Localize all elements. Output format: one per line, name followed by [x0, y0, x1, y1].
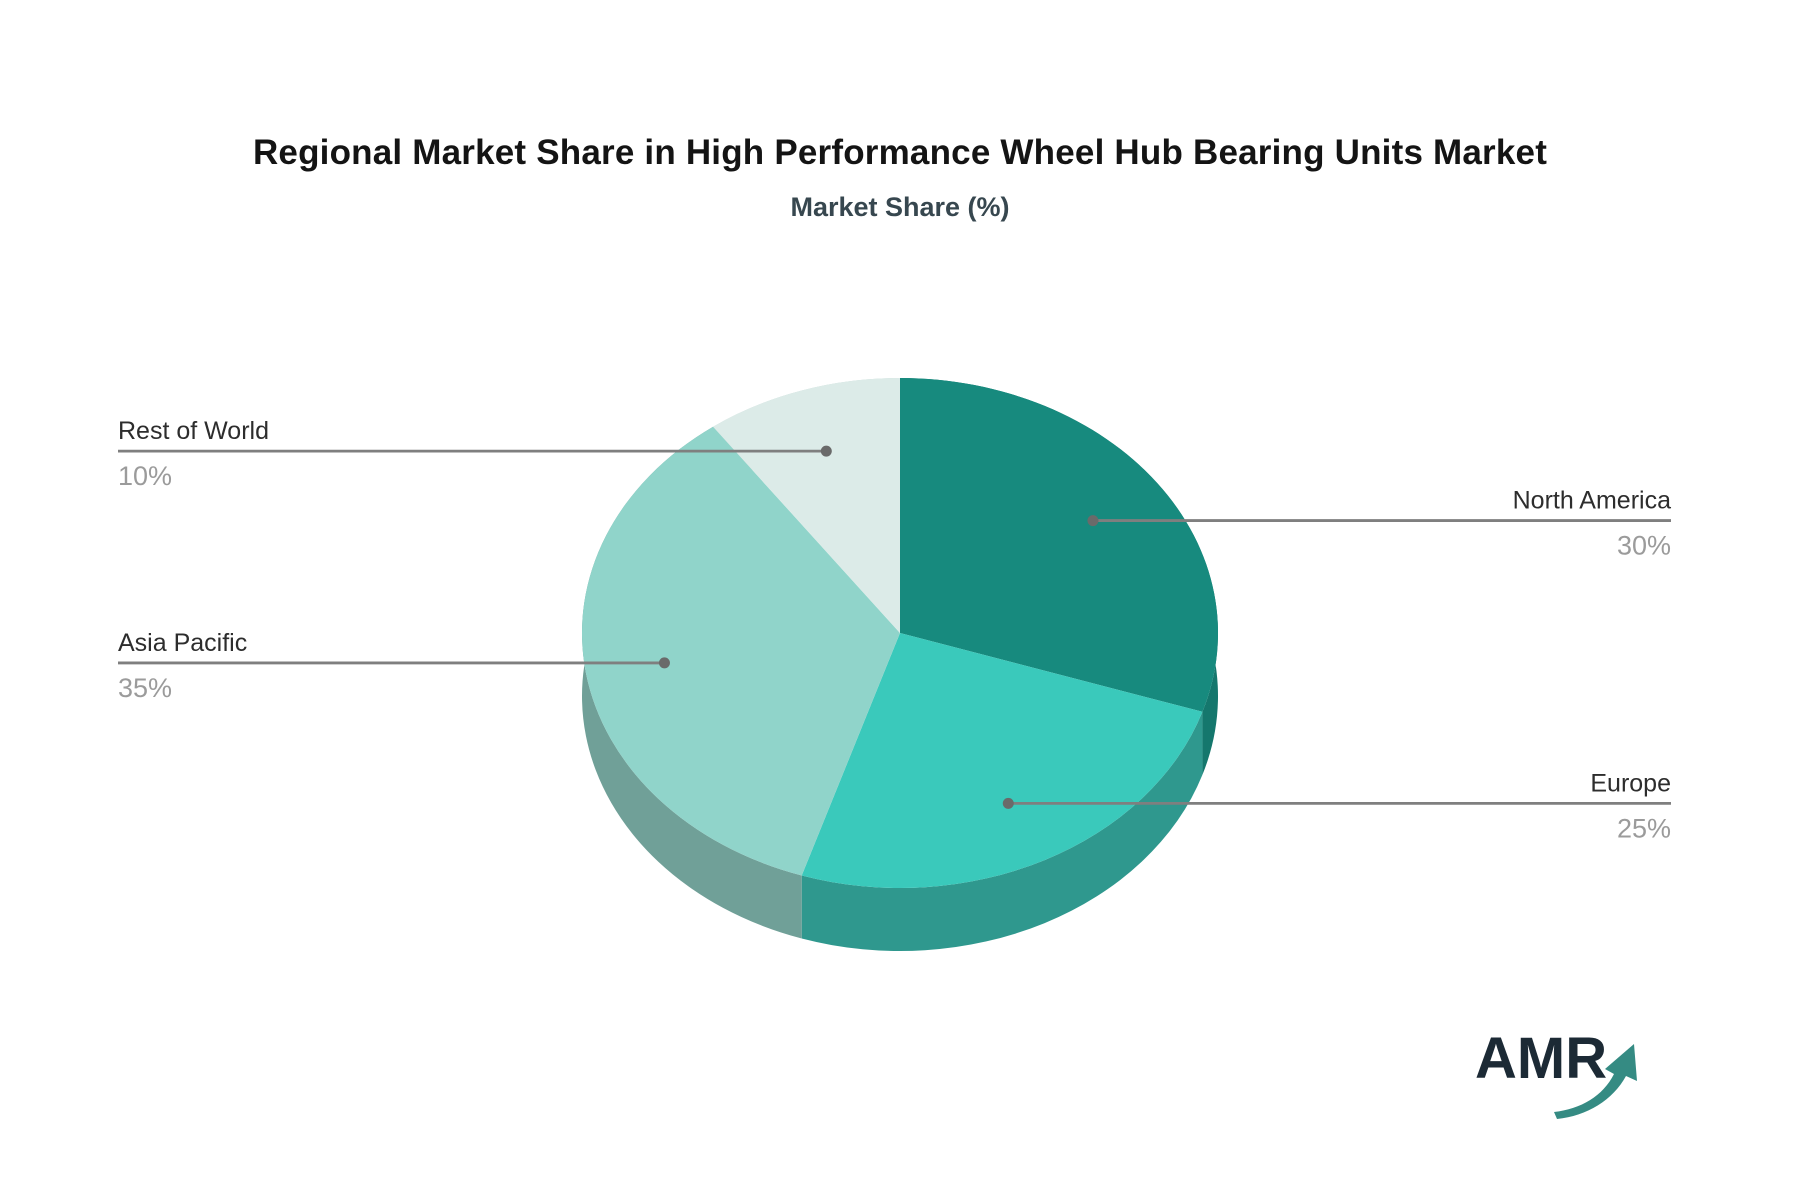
pie-slice-europe[interactable] [801, 633, 1203, 888]
leader-dot-rest-of-world [820, 445, 832, 457]
leader-dot-asia-pacific [658, 657, 670, 669]
leader-dot-europe [1002, 797, 1014, 809]
chart-title: Regional Market Share in High Performanc… [252, 133, 1548, 172]
pie-slice-side-europe [801, 711, 1203, 951]
slice-label-europe: Europe [1590, 769, 1671, 797]
pie-slice-rest-of-world[interactable] [713, 378, 900, 633]
slice-label-asia-pacific: Asia Pacific [118, 629, 247, 657]
slice-pct-asia-pacific: 35% [118, 673, 172, 703]
amr-logo: AMR [1475, 1030, 1660, 1130]
slice-pct-north-america: 30% [1617, 531, 1671, 561]
pie-slice-side-asia-pacific [581, 426, 802, 939]
chart-subtitle: Market Share (%) [790, 192, 1010, 222]
leader-dot-north-america [1087, 515, 1099, 527]
amr-logo-text: AMR [1475, 1026, 1608, 1091]
pie-slice-asia-pacific[interactable] [581, 426, 900, 876]
slice-label-rest-of-world: Rest of World [118, 417, 269, 445]
slice-pct-europe: 25% [1617, 813, 1671, 843]
pie-slice-north-america[interactable] [900, 377, 1218, 712]
slice-pct-rest-of-world: 10% [118, 461, 172, 491]
slice-label-north-america: North America [1513, 487, 1671, 515]
amr-logo-arrow-icon [1554, 1044, 1637, 1119]
